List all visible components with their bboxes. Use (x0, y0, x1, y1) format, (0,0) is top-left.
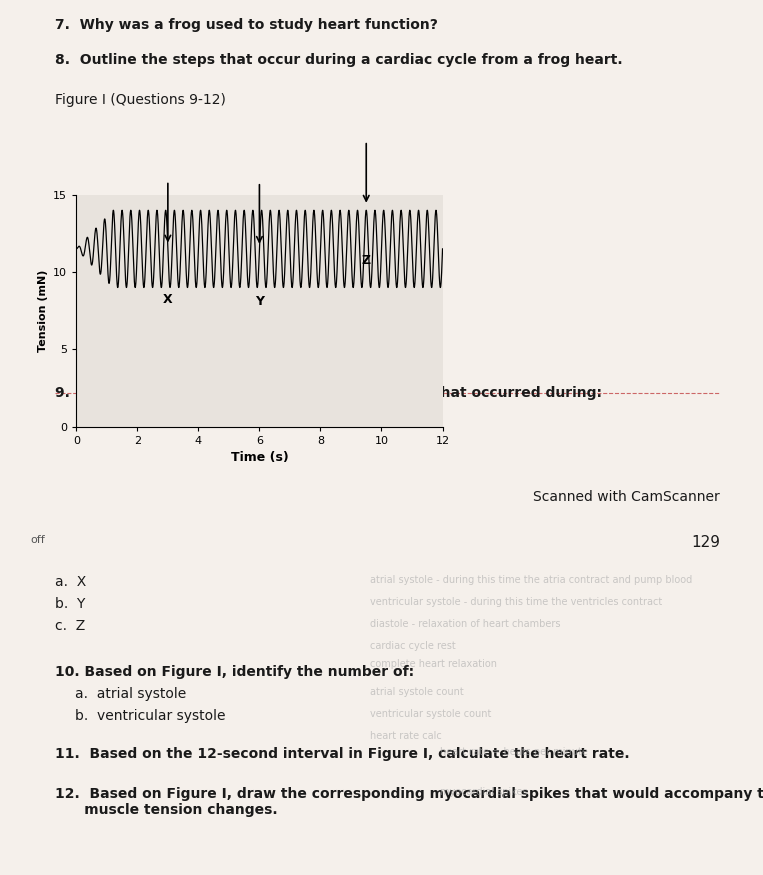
Text: diastole - relaxation of heart chambers: diastole - relaxation of heart chambers (370, 619, 561, 629)
Text: 9.  Based on Figure I, identify the cardiac event that occurred during:: 9. Based on Figure I, identify the cardi… (55, 386, 602, 400)
Text: cardiac cycle rest: cardiac cycle rest (370, 640, 456, 651)
Text: Z: Z (362, 254, 371, 267)
Text: atrial systole count: atrial systole count (370, 687, 464, 697)
Y-axis label: Tension (mN): Tension (mN) (37, 270, 48, 352)
Text: 8.  Outline the steps that occur during a cardiac cycle from a frog heart.: 8. Outline the steps that occur during a… (55, 52, 623, 66)
Text: Y: Y (255, 295, 264, 308)
Text: heart rate = beats per minute: heart rate = beats per minute (440, 747, 588, 757)
Text: 7.  Why was a frog used to study heart function?: 7. Why was a frog used to study heart fu… (55, 18, 438, 32)
Text: 11.  Based on the 12-second interval in Figure I, calculate the heart rate.: 11. Based on the 12-second interval in F… (55, 747, 629, 761)
Text: X: X (163, 293, 172, 306)
Text: b.  Y: b. Y (55, 597, 85, 611)
Text: Scanned with CamScanner: Scanned with CamScanner (533, 490, 720, 504)
Text: a.  X: a. X (55, 575, 86, 589)
Text: atrial systole - during this time the atria contract and pump blood: atrial systole - during this time the at… (370, 575, 692, 584)
Text: heart rate calc: heart rate calc (370, 731, 442, 741)
Text: off: off (30, 535, 45, 545)
Text: ventricular systole - during this time the ventricles contract: ventricular systole - during this time t… (370, 597, 662, 607)
Text: complete heart relaxation: complete heart relaxation (370, 659, 497, 668)
Text: 12.  Based on Figure I, draw the corresponding myocardial spikes that would acco: 12. Based on Figure I, draw the correspo… (55, 787, 763, 817)
Text: Figure I (Questions 9-12): Figure I (Questions 9-12) (55, 93, 226, 107)
Text: 10. Based on Figure I, identify the number of:: 10. Based on Figure I, identify the numb… (55, 665, 414, 679)
Text: 129: 129 (691, 535, 720, 550)
Text: ventricular systole count: ventricular systole count (370, 709, 491, 719)
X-axis label: Time (s): Time (s) (230, 452, 288, 465)
Text: a.  atrial systole: a. atrial systole (75, 687, 186, 701)
Text: c.  Z: c. Z (55, 619, 85, 633)
Text: b.  ventricular systole: b. ventricular systole (75, 709, 226, 723)
Text: myocardial spikes: myocardial spikes (440, 787, 528, 797)
